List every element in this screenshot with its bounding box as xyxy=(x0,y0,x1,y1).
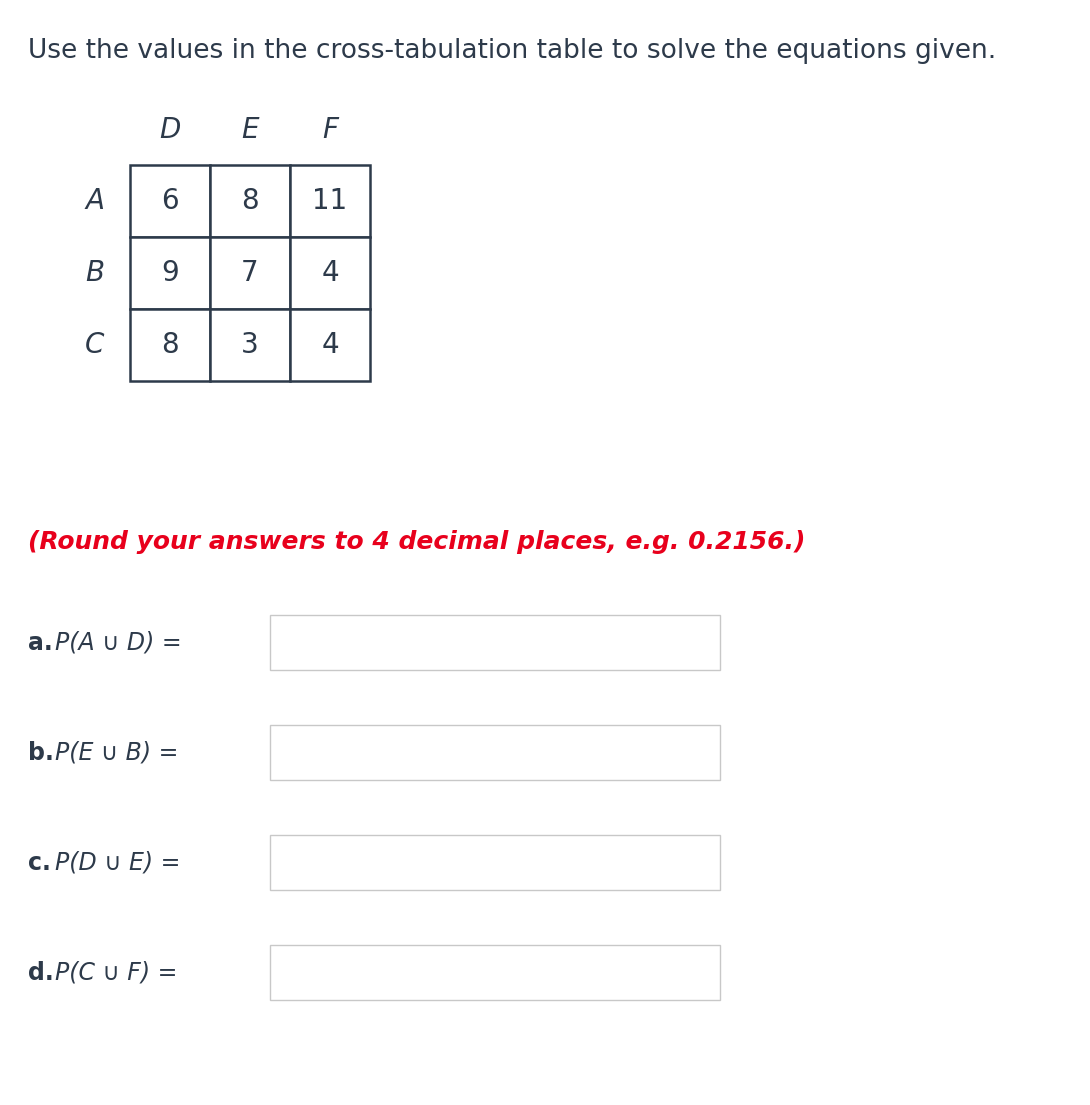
Text: 6: 6 xyxy=(161,187,179,215)
Bar xyxy=(210,165,290,236)
Text: 7: 7 xyxy=(241,259,258,287)
Text: c.: c. xyxy=(28,851,51,874)
Bar xyxy=(290,236,370,309)
Text: B: B xyxy=(85,259,105,287)
Bar xyxy=(130,236,210,309)
Text: a.: a. xyxy=(28,631,52,654)
Text: P(D ∪ E) =: P(D ∪ E) = xyxy=(54,851,180,874)
Bar xyxy=(290,165,370,236)
Text: F: F xyxy=(322,116,338,144)
Bar xyxy=(270,835,720,890)
Text: C: C xyxy=(85,332,105,359)
Text: Use the values in the cross-tabulation table to solve the equations given.: Use the values in the cross-tabulation t… xyxy=(28,38,996,64)
Text: 11: 11 xyxy=(313,187,348,215)
Text: (Round your answers to 4 decimal places, e.g. 0.2156.): (Round your answers to 4 decimal places,… xyxy=(28,530,806,554)
Text: 3: 3 xyxy=(241,332,259,359)
Bar xyxy=(290,309,370,381)
Bar xyxy=(270,725,720,780)
Bar xyxy=(130,309,210,381)
Text: P(A ∪ D) =: P(A ∪ D) = xyxy=(54,631,182,654)
Text: 4: 4 xyxy=(322,332,339,359)
Text: A: A xyxy=(85,187,105,215)
Text: E: E xyxy=(241,116,258,144)
Text: 4: 4 xyxy=(322,259,339,287)
Text: b.: b. xyxy=(28,740,53,765)
Bar xyxy=(130,165,210,236)
Bar xyxy=(270,615,720,670)
Text: 8: 8 xyxy=(241,187,258,215)
Text: 9: 9 xyxy=(161,259,179,287)
Text: d.: d. xyxy=(28,960,53,985)
Text: D: D xyxy=(159,116,181,144)
Text: P(E ∪ B) =: P(E ∪ B) = xyxy=(54,740,179,765)
Bar xyxy=(270,945,720,1000)
Text: 8: 8 xyxy=(161,332,179,359)
Bar xyxy=(210,309,290,381)
Text: P(C ∪ F) =: P(C ∪ F) = xyxy=(54,960,178,985)
Bar xyxy=(210,236,290,309)
